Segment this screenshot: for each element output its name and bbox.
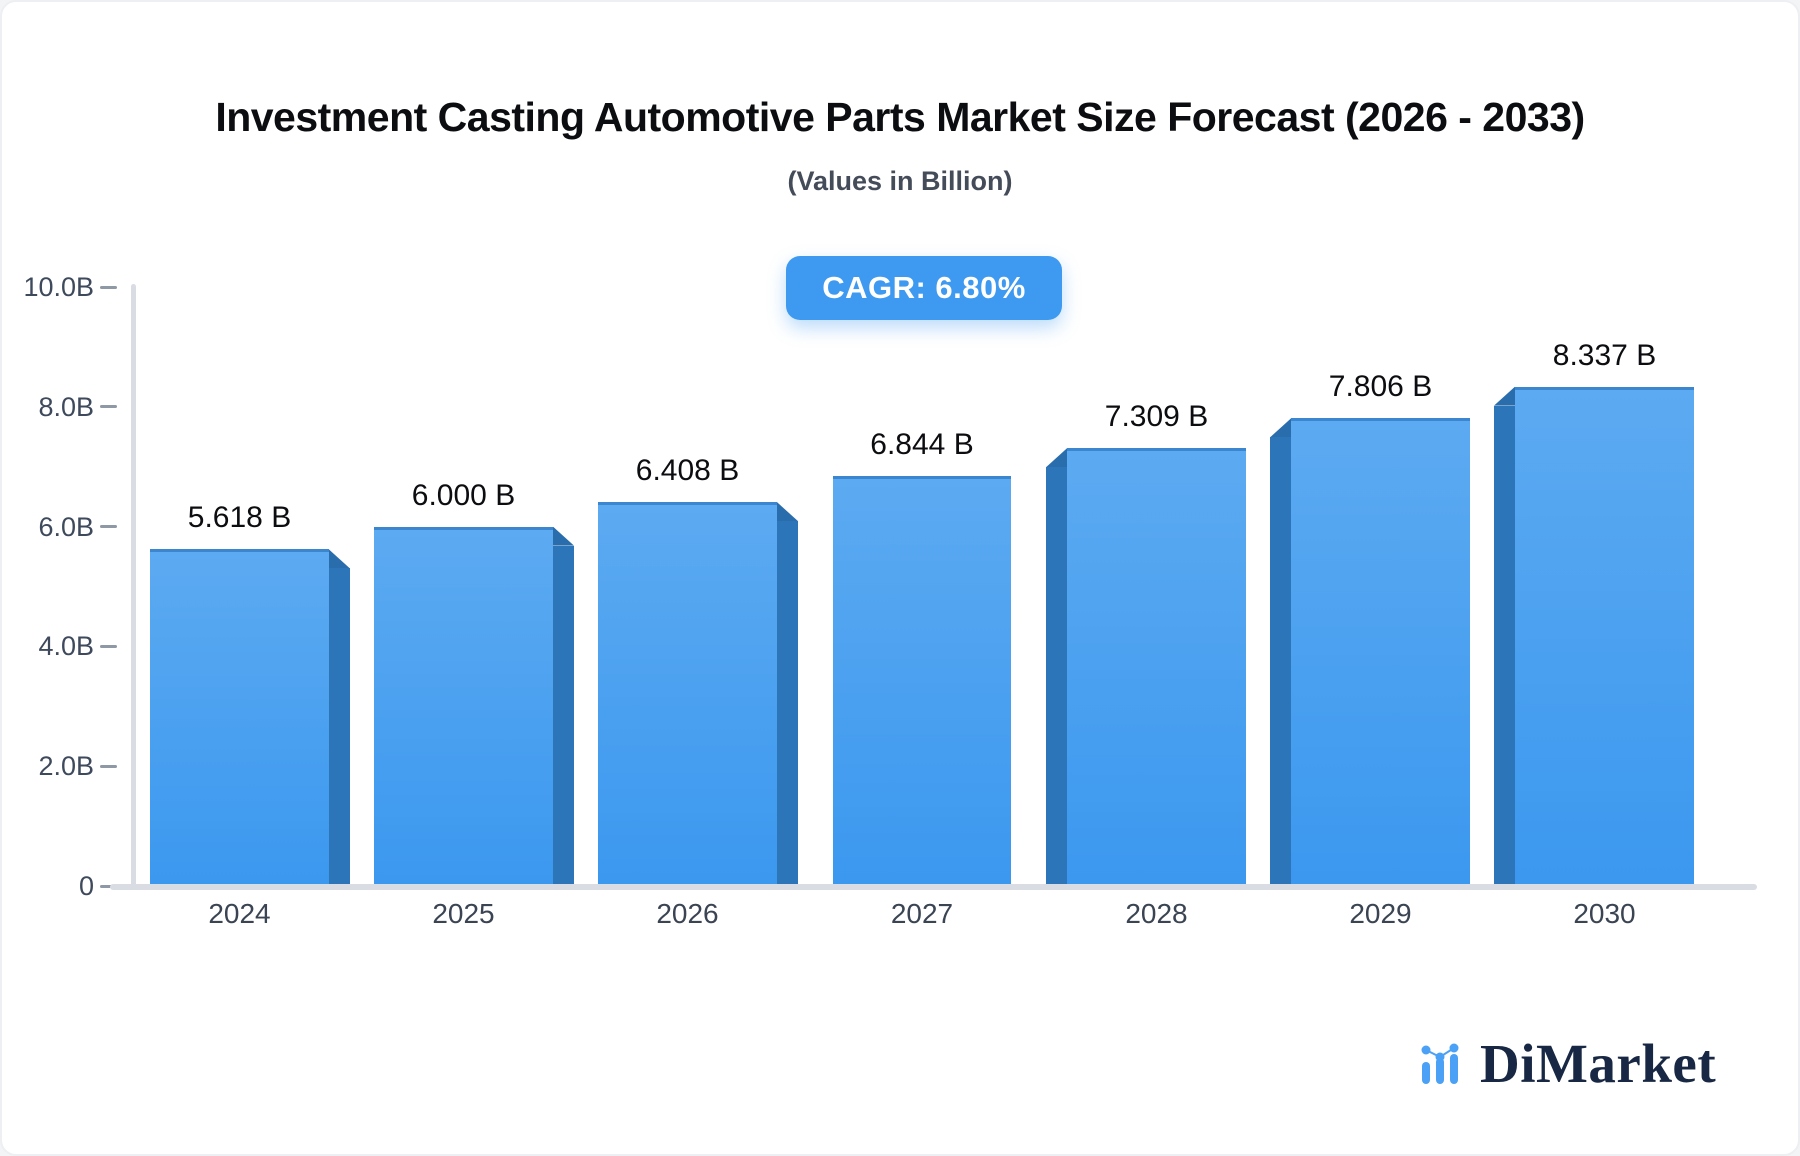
y-axis-tick (100, 884, 117, 888)
bar-2028 (1067, 448, 1246, 886)
x-axis-label: 2030 (1573, 898, 1636, 929)
x-axis-label: 2028 (1125, 898, 1188, 929)
bar-value-label: 6.844 B (870, 428, 974, 462)
y-axis-label: 0 (78, 871, 94, 901)
logo: DiMarket (1420, 1032, 1716, 1095)
y-axis-tick (100, 285, 117, 289)
y-axis-label: 8.0B (38, 391, 94, 422)
x-axis-label: 2026 (656, 898, 719, 929)
chart-subtitle: (Values in Billion) (787, 166, 1013, 196)
bar-line-chart-icon (1421, 1043, 1459, 1084)
x-axis-label: 2029 (1349, 898, 1412, 929)
bar-value-label: 6.408 B (635, 454, 740, 488)
bar-side-face (1046, 467, 1067, 886)
bar-2025 (374, 526, 553, 886)
y-axis-label: 2.0B (38, 751, 94, 782)
bar-side-face (777, 521, 798, 886)
chart-title: Investment Casting Automotive Parts Mark… (215, 94, 1585, 140)
x-axis-label: 2024 (208, 898, 271, 929)
y-axis-tick (100, 405, 117, 409)
bar-2027 (833, 476, 1011, 886)
y-axis-tick (100, 525, 117, 529)
bar-side-face (1494, 405, 1515, 886)
logo-text: DiMarket (1480, 1033, 1717, 1094)
y-axis-tick (100, 644, 117, 648)
bar-value-label: 7.309 B (1104, 400, 1209, 434)
cagr-badge-label: CAGR: 6.80% (822, 270, 1026, 305)
bar-value-label: 5.618 B (187, 501, 292, 535)
y-axis-tick (100, 764, 117, 768)
bar-value-label: 6.000 B (411, 478, 516, 512)
bar-value-label: 8.337 B (1552, 338, 1657, 372)
x-axis-label: 2027 (890, 898, 954, 929)
y-axis-line (131, 284, 136, 889)
x-axis-line (110, 884, 1757, 890)
y-axis-label: 6.0B (38, 511, 94, 542)
bar-2024 (150, 549, 329, 886)
bar-2030 (1515, 386, 1694, 886)
x-axis-label: 2025 (432, 898, 495, 929)
y-axis-label: 4.0B (38, 631, 94, 662)
bar-2026 (598, 502, 777, 886)
cagr-badge: CAGR: 6.80% (786, 256, 1062, 320)
bar-2029 (1291, 418, 1470, 886)
bar-side-face (329, 568, 350, 886)
bar-side-face (1270, 437, 1291, 886)
bar-value-label: 7.806 B (1328, 370, 1433, 404)
bar-side-face (553, 545, 574, 886)
y-axis-label: 10.0B (23, 272, 94, 302)
